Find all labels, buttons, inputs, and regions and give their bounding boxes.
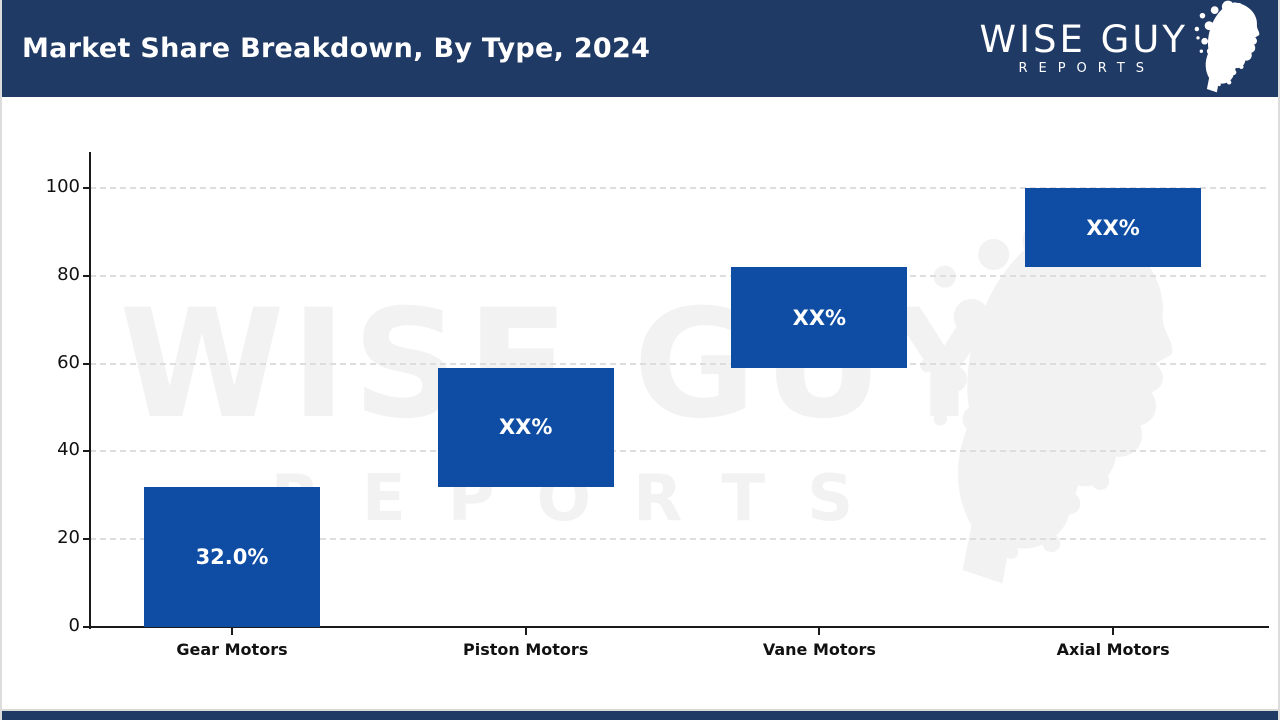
y-tick-label: 100 — [45, 176, 80, 197]
y-tick-label: 20 — [57, 527, 80, 549]
gridline-40 — [90, 450, 1266, 453]
bar-value-label: 32.0% — [195, 544, 269, 569]
x-tick-label: Axial Motors — [1056, 640, 1170, 659]
bar-gear-motors: 32.0% — [144, 486, 320, 627]
wiseguy-head-icon — [1194, 0, 1260, 92]
y-tick-label: 60 — [57, 351, 80, 373]
gridline-60 — [90, 362, 1266, 365]
bar-value-label: XX% — [792, 305, 847, 330]
x-tick-mark — [1112, 628, 1115, 635]
bar-value-label: XX% — [498, 415, 553, 440]
bar-value-label: XX% — [1086, 215, 1140, 240]
y-tick-mark — [83, 626, 90, 628]
y-tick-label: 80 — [57, 263, 80, 285]
bottom-hairline — [2, 709, 1278, 711]
footer-bar — [2, 711, 1278, 720]
gridline-20 — [90, 538, 1266, 541]
logo-wise-guy-label: WISE GUY — [979, 18, 1188, 61]
wiseguy-logo-text: WISE GUY REPORTS — [980, 21, 1188, 76]
wiseguy-logo: WISE GUY REPORTS — [980, 0, 1264, 99]
bar-axial-motors: XX% — [1025, 188, 1202, 268]
x-tick-label: Piston Motors — [463, 640, 589, 659]
y-tick-mark — [83, 450, 90, 453]
x-tick-label: Vane Motors — [762, 640, 876, 659]
y-tick-mark — [83, 187, 90, 189]
y-axis-line — [89, 152, 91, 629]
y-tick-label: 40 — [57, 439, 80, 461]
header-banner: Market Share Breakdown, By Type, 2024 WI… — [2, 0, 1278, 97]
bar-vane-motors: XX% — [731, 267, 908, 368]
gridline-80 — [90, 274, 1266, 277]
gridline-100 — [90, 187, 1266, 189]
y-tick-label: 0 — [68, 615, 80, 636]
y-tick-mark — [83, 538, 90, 541]
x-tick-mark — [524, 628, 527, 635]
page-title: Market Share Breakdown, By Type, 2024 — [22, 33, 651, 64]
x-tick-label: Gear Motors — [176, 640, 288, 659]
y-tick-mark — [83, 362, 90, 365]
x-tick-mark — [818, 628, 821, 635]
bar-piston-motors: XX% — [437, 367, 614, 487]
y-tick-mark — [83, 274, 90, 277]
x-axis-line — [89, 626, 1269, 628]
x-tick-mark — [231, 628, 233, 635]
logo-reports-label: REPORTS — [1018, 61, 1156, 76]
